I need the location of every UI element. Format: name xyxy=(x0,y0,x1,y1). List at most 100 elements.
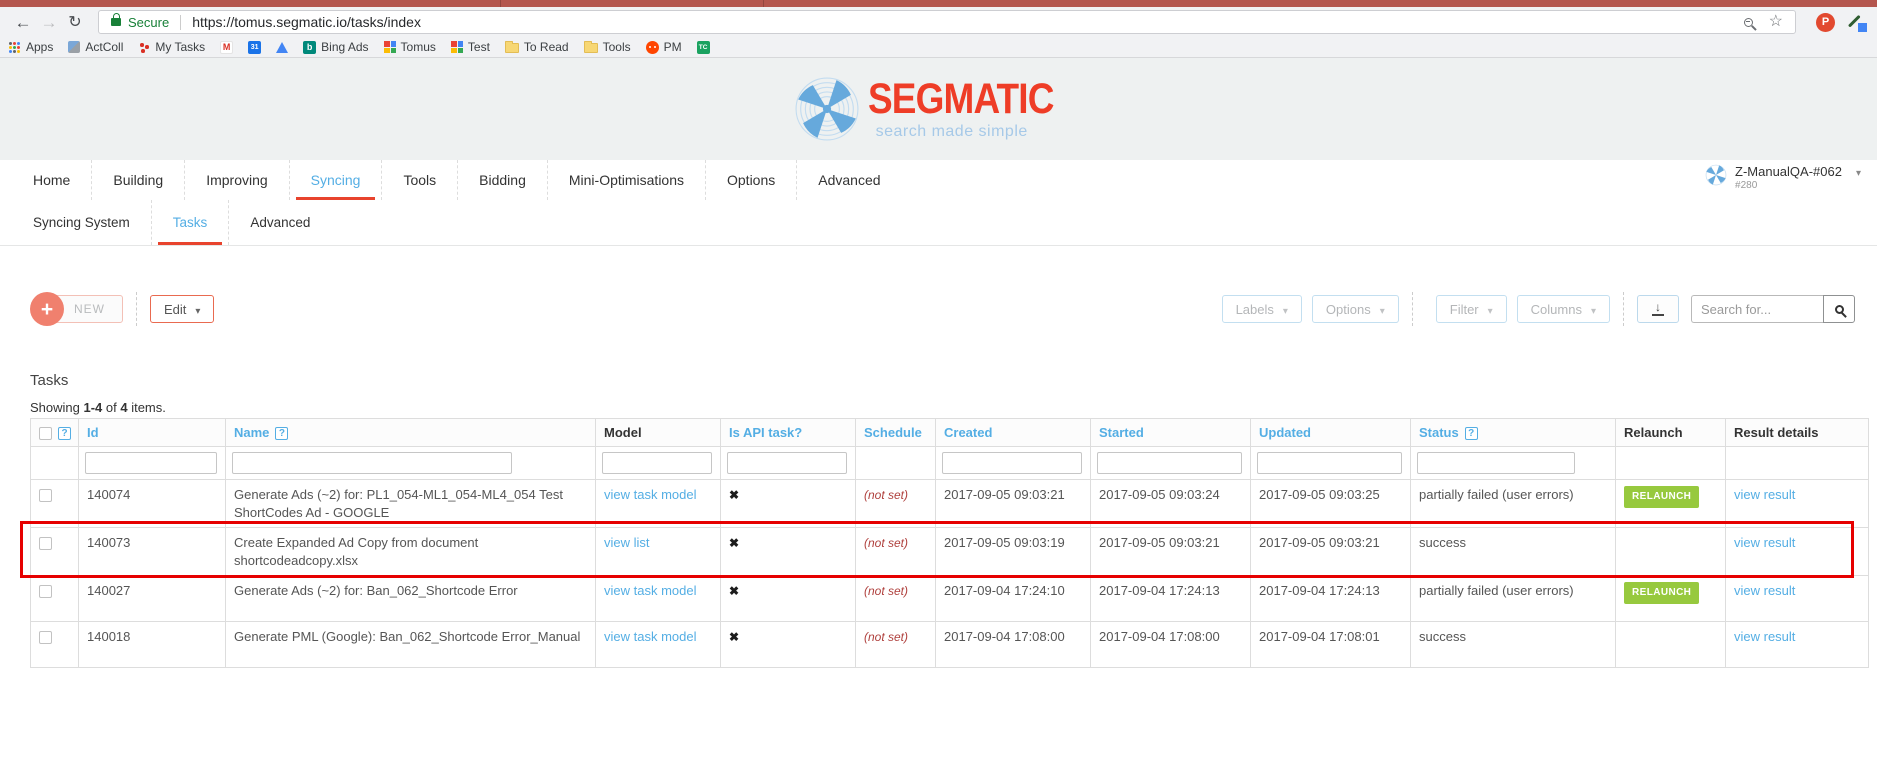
help-icon[interactable]: ? xyxy=(1464,427,1478,441)
nav-mini-optimisations[interactable]: Mini-Optimisations xyxy=(546,160,705,200)
bookmark-bing-ads[interactable]: b Bing Ads xyxy=(303,40,369,54)
column-header-status[interactable]: Status? xyxy=(1410,417,1616,448)
filter-input-model[interactable] xyxy=(602,452,712,475)
actcoll-icon xyxy=(68,41,81,53)
table-row: 140027 Generate Ads (~2) for: Ban_062_Sh… xyxy=(30,575,1869,623)
row-checkbox[interactable] xyxy=(39,585,52,599)
nav-options[interactable]: Options xyxy=(705,160,796,200)
export-download-button[interactable] xyxy=(1637,295,1679,323)
bookmark-analytics[interactable] xyxy=(276,41,289,53)
user-menu[interactable]: Z-ManualQA-#062 #280 xyxy=(1705,164,1861,191)
new-button[interactable]: NEW xyxy=(30,292,123,326)
filter-input-name[interactable] xyxy=(232,452,512,475)
updated-timestamp: 2017-09-05 09:03:21 xyxy=(1250,527,1411,577)
bookmark-test[interactable]: Test xyxy=(450,40,490,54)
view-task-model-link[interactable]: view task model xyxy=(604,629,697,645)
cross-icon: ✖ xyxy=(729,630,740,645)
nav-advanced[interactable]: Advanced xyxy=(796,160,901,200)
task-id: 140027 xyxy=(78,575,226,623)
view-list-link[interactable]: view list xyxy=(604,535,650,551)
row-checkbox[interactable] xyxy=(39,631,52,645)
bookmark-gmail[interactable]: M xyxy=(220,40,234,54)
labels-label: Labels xyxy=(1235,301,1274,317)
filter-dropdown[interactable]: Filter xyxy=(1435,295,1507,323)
filter-input-updated[interactable] xyxy=(1257,452,1402,475)
column-header-started[interactable]: Started xyxy=(1090,417,1251,448)
forward-icon[interactable] xyxy=(36,14,62,31)
nav-bidding[interactable]: Bidding xyxy=(457,160,547,200)
schedule-value: (not set) xyxy=(864,536,909,551)
subnav-syncing-system[interactable]: Syncing System xyxy=(33,215,130,230)
column-header-schedule[interactable]: Schedule xyxy=(855,417,936,448)
view-result-link[interactable]: view result xyxy=(1734,487,1796,503)
column-header-created[interactable]: Created xyxy=(935,417,1091,448)
help-icon[interactable]: ? xyxy=(275,427,289,441)
filter-input-is-api-task[interactable] xyxy=(727,452,847,475)
help-icon[interactable]: ? xyxy=(58,427,71,441)
search-button[interactable] xyxy=(1823,295,1855,323)
folder-icon xyxy=(583,40,598,53)
subnav-advanced[interactable]: Advanced xyxy=(228,200,331,245)
subnav-tasks[interactable]: Tasks xyxy=(150,200,229,245)
grid-icon xyxy=(383,41,396,53)
filter-input-status[interactable] xyxy=(1417,452,1575,475)
view-result-link[interactable]: view result xyxy=(1734,629,1796,645)
search-input[interactable] xyxy=(1691,295,1823,323)
bookmark-my-tasks[interactable]: My Tasks xyxy=(138,40,205,54)
extension-colorpicker-icon[interactable] xyxy=(1847,12,1867,32)
relaunch-button[interactable]: RELAUNCH xyxy=(1624,582,1700,604)
filter-label: Filter xyxy=(1449,301,1479,317)
filter-input-created[interactable] xyxy=(942,452,1082,475)
zoom-icon[interactable] xyxy=(1743,17,1753,27)
options-dropdown[interactable]: Options xyxy=(1311,295,1399,323)
row-checkbox[interactable] xyxy=(39,537,52,551)
view-result-link[interactable]: view result xyxy=(1734,583,1796,599)
nav-syncing[interactable]: Syncing xyxy=(288,160,382,200)
columns-dropdown[interactable]: Columns xyxy=(1516,295,1610,323)
bookmark-pm[interactable]: PM xyxy=(645,40,682,54)
column-header-is-api-task[interactable]: Is API task? xyxy=(720,417,856,448)
status-text: partially failed (user errors) xyxy=(1410,575,1616,623)
bookmark-label: Bing Ads xyxy=(321,40,369,54)
bookmark-apps[interactable]: Apps xyxy=(8,40,53,54)
edit-dropdown[interactable]: Edit xyxy=(150,295,215,323)
filter-input-started[interactable] xyxy=(1097,452,1242,475)
reload-icon[interactable] xyxy=(62,13,88,31)
relaunch-button[interactable]: RELAUNCH xyxy=(1624,486,1700,508)
select-all-header: ? xyxy=(30,417,79,448)
row-checkbox[interactable] xyxy=(39,489,52,503)
nav-tools[interactable]: Tools xyxy=(381,160,457,200)
bookmark-actcoll[interactable]: ActColl xyxy=(68,40,123,54)
row-select-cell xyxy=(30,621,79,669)
table-row: 140074 Generate Ads (~2) for: PL1_054-ML… xyxy=(30,479,1869,529)
nav-home[interactable]: Home xyxy=(33,172,71,188)
bookmark-folder-to-read[interactable]: To Read xyxy=(504,40,569,54)
bookmark-label: Tomus xyxy=(400,40,436,54)
bookmark-folder-tools[interactable]: Tools xyxy=(583,40,631,54)
filter-input-id[interactable] xyxy=(85,452,217,475)
view-result-link[interactable]: view result xyxy=(1734,535,1796,551)
column-header-updated[interactable]: Updated xyxy=(1250,417,1411,448)
bookmark-teamcity[interactable]: TC xyxy=(696,40,710,54)
extension-pocket-icon[interactable]: P xyxy=(1816,12,1835,32)
address-divider xyxy=(180,14,182,30)
nav-building[interactable]: Building xyxy=(91,160,184,200)
view-task-model-link[interactable]: view task model xyxy=(604,583,697,599)
bookmark-calendar[interactable]: 31 xyxy=(248,40,262,54)
bookmark-tomus[interactable]: Tomus xyxy=(383,40,436,54)
column-header-name[interactable]: Name? xyxy=(225,417,596,448)
actions-toolbar: NEW Edit Labels Options Filter Columns xyxy=(30,292,1855,326)
browser-tab-strip[interactable] xyxy=(0,0,1877,7)
select-all-checkbox[interactable] xyxy=(39,427,52,441)
cross-icon: ✖ xyxy=(729,536,740,551)
column-header-id[interactable]: Id xyxy=(78,417,226,448)
back-icon[interactable] xyxy=(10,14,36,31)
labels-dropdown[interactable]: Labels xyxy=(1221,295,1302,323)
edit-label: Edit xyxy=(164,301,187,317)
logo-tagline: search made simple xyxy=(875,122,1028,140)
nav-improving[interactable]: Improving xyxy=(184,160,288,200)
url-text[interactable]: https://tomus.segmatic.io/tasks/index xyxy=(192,14,421,30)
view-task-model-link[interactable]: view task model xyxy=(604,487,697,503)
bookmark-star-icon[interactable] xyxy=(1769,14,1783,30)
address-bar[interactable]: Secure https://tomus.segmatic.io/tasks/i… xyxy=(98,10,1796,34)
